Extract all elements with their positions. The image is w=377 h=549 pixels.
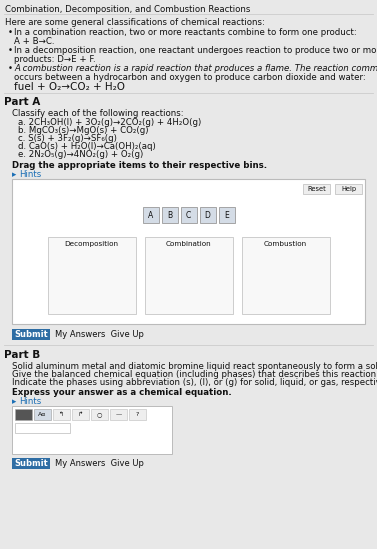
Bar bbox=[34, 409, 51, 420]
Text: e. 2N₂O₅(g)→4NO₂(g) + O₂(g): e. 2N₂O₅(g)→4NO₂(g) + O₂(g) bbox=[18, 150, 143, 159]
Bar bbox=[12, 458, 50, 469]
Text: fuel + O₂→CO₂ + H₂O: fuel + O₂→CO₂ + H₂O bbox=[14, 82, 125, 92]
Bar bbox=[110, 409, 127, 420]
Text: A combustion reaction is a rapid reaction that produces a flame. The reaction co: A combustion reaction is a rapid reactio… bbox=[14, 64, 377, 73]
Bar bbox=[91, 409, 108, 420]
Text: In a decomposition reaction, one reactant undergoes reaction to produce two or m: In a decomposition reaction, one reactan… bbox=[14, 46, 377, 55]
Text: C: C bbox=[186, 210, 191, 220]
Text: Submit: Submit bbox=[14, 459, 48, 468]
Text: •: • bbox=[8, 64, 13, 73]
Text: Give the balanced chemical equation (including phases) that describes this react: Give the balanced chemical equation (inc… bbox=[12, 370, 377, 379]
Bar bbox=[12, 179, 365, 324]
Text: Hints: Hints bbox=[19, 170, 41, 179]
Text: Hints: Hints bbox=[19, 397, 41, 406]
Text: d. CaO(s) + H₂O(l)→Ca(OH)₂(aq): d. CaO(s) + H₂O(l)→Ca(OH)₂(aq) bbox=[18, 142, 156, 151]
Bar bbox=[53, 409, 70, 420]
Bar bbox=[161, 207, 178, 223]
Text: My Answers  Give Up: My Answers Give Up bbox=[55, 459, 144, 468]
Bar bbox=[72, 409, 89, 420]
Bar bbox=[219, 207, 234, 223]
Text: Combination, Decomposition, and Combustion Reactions: Combination, Decomposition, and Combusti… bbox=[5, 5, 250, 14]
Bar bbox=[335, 184, 362, 194]
Text: A: A bbox=[148, 210, 153, 220]
Text: c. S(s) + 3F₂(g)→SF₆(g): c. S(s) + 3F₂(g)→SF₆(g) bbox=[18, 134, 117, 143]
Text: Combustion: Combustion bbox=[264, 241, 307, 247]
Text: Solid aluminum metal and diatomic bromine liquid react spontaneously to form a s: Solid aluminum metal and diatomic bromin… bbox=[12, 362, 377, 371]
Bar bbox=[181, 207, 196, 223]
Bar bbox=[15, 423, 70, 433]
Bar bbox=[12, 329, 50, 340]
Text: Part B: Part B bbox=[4, 350, 40, 360]
Text: E: E bbox=[224, 210, 229, 220]
Text: Help: Help bbox=[341, 186, 356, 192]
Text: •: • bbox=[8, 28, 13, 37]
Bar bbox=[15, 409, 32, 420]
Text: a. 2CH₃OH(l) + 3O₂(g)→2CO₂(g) + 4H₂O(g): a. 2CH₃OH(l) + 3O₂(g)→2CO₂(g) + 4H₂O(g) bbox=[18, 118, 201, 127]
Bar bbox=[199, 207, 216, 223]
Text: Drag the appropriate items to their respective bins.: Drag the appropriate items to their resp… bbox=[12, 161, 267, 170]
Text: Aα: Aα bbox=[38, 412, 47, 417]
Text: •: • bbox=[8, 46, 13, 55]
Text: Reset: Reset bbox=[307, 186, 326, 192]
Bar bbox=[144, 237, 233, 314]
Text: b. MgCO₃(s)→MgO(s) + CO₂(g): b. MgCO₃(s)→MgO(s) + CO₂(g) bbox=[18, 126, 149, 135]
Text: Submit: Submit bbox=[14, 330, 48, 339]
Bar bbox=[12, 406, 172, 454]
Text: ↱: ↱ bbox=[78, 412, 83, 417]
Bar bbox=[303, 184, 330, 194]
Bar bbox=[242, 237, 329, 314]
Bar bbox=[129, 409, 146, 420]
Bar bbox=[143, 207, 158, 223]
Text: Indicate the phases using abbreviation (s), (l), or (g) for solid, liquid, or ga: Indicate the phases using abbreviation (… bbox=[12, 378, 377, 387]
Text: ?: ? bbox=[136, 412, 139, 417]
Text: B: B bbox=[167, 210, 172, 220]
Text: Combination: Combination bbox=[166, 241, 211, 247]
Text: In a combination reaction, two or more reactants combine to form one product:: In a combination reaction, two or more r… bbox=[14, 28, 357, 37]
Text: D: D bbox=[205, 210, 210, 220]
Text: ↰: ↰ bbox=[59, 412, 64, 417]
Text: Decomposition: Decomposition bbox=[64, 241, 118, 247]
Text: ▸: ▸ bbox=[12, 170, 19, 179]
Text: Part A: Part A bbox=[4, 97, 40, 107]
Text: Express your answer as a chemical equation.: Express your answer as a chemical equati… bbox=[12, 388, 232, 397]
Text: A + B→C.: A + B→C. bbox=[14, 37, 55, 46]
Text: —: — bbox=[115, 412, 122, 417]
Bar bbox=[48, 237, 135, 314]
Text: occurs between a hydrocarbon and oxygen to produce carbon dioxide and water:: occurs between a hydrocarbon and oxygen … bbox=[14, 73, 366, 82]
Text: Classify each of the following reactions:: Classify each of the following reactions… bbox=[12, 109, 184, 118]
Text: products: D→E + F.: products: D→E + F. bbox=[14, 55, 96, 64]
Text: Here are some general classifications of chemical reactions:: Here are some general classifications of… bbox=[5, 18, 265, 27]
Text: ▸: ▸ bbox=[12, 397, 19, 406]
Text: My Answers  Give Up: My Answers Give Up bbox=[55, 330, 144, 339]
Text: ○: ○ bbox=[97, 412, 102, 417]
